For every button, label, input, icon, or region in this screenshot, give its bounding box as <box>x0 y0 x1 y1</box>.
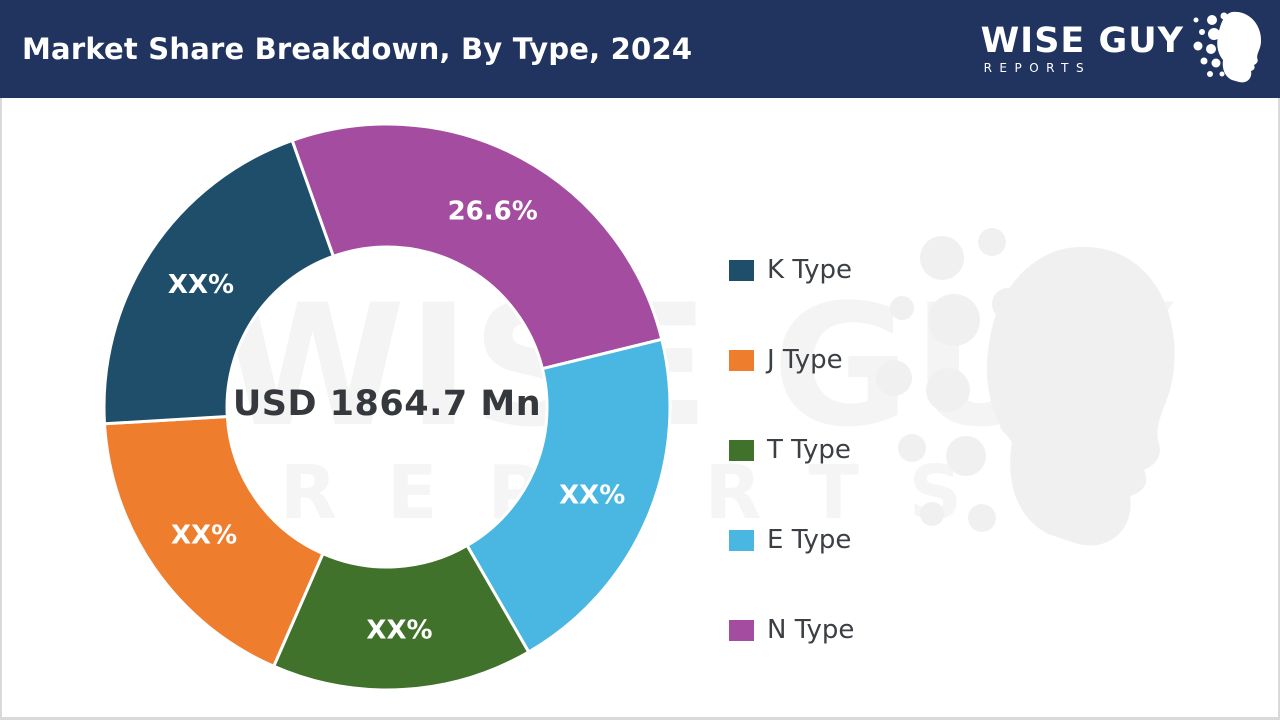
legend-swatch-t-type <box>729 439 754 461</box>
legend-swatch-k-type <box>729 259 754 281</box>
slice-value-label: XX% <box>559 480 625 510</box>
slice-value-label: 26.6% <box>448 197 538 227</box>
legend-label: E Type <box>767 525 852 555</box>
donut-chart: 26.6% XX% XX% XX% XX% <box>102 122 672 692</box>
wise-guy-logo: WISE GUY REPORTS <box>981 0 1266 98</box>
legend-item-t-type: T Type <box>729 435 854 465</box>
logo-name: WISE GUY <box>980 20 1184 61</box>
legend-item-n-type: N Type <box>729 615 855 645</box>
chart-area: WISE GUY REPORTS 26.6%XX%XX%XX%XX% USD 1… <box>0 98 1280 720</box>
header-bar: Market Share Breakdown, By Type, 2024 WI… <box>0 0 1280 98</box>
legend-swatch-n-type <box>729 619 754 641</box>
legend-label: J Type <box>767 345 843 375</box>
donut-slice-n-type <box>290 122 664 371</box>
legend-item-e-type: E Type <box>729 525 854 555</box>
slice-value-label: XX% <box>366 616 432 646</box>
logo-face-icon <box>1193 11 1262 83</box>
chart-center-value: USD 1864.7 Mn <box>232 384 542 424</box>
chart-legend: K Type J Type T Type E Type N Type <box>729 255 855 645</box>
legend-label: N Type <box>767 615 855 645</box>
legend-swatch-j-type <box>729 349 754 371</box>
logo-text: WISE GUY REPORTS <box>980 20 1184 76</box>
legend-label: T Type <box>767 435 851 465</box>
page-title: Market Share Breakdown, By Type, 2024 <box>22 32 693 66</box>
watermark-head-dots <box>876 228 1175 546</box>
donut-slice-e-type <box>465 337 672 654</box>
donut-slice-k-type <box>102 138 335 426</box>
legend-label: K Type <box>767 255 853 285</box>
donut-slice-j-type <box>103 415 325 668</box>
legend-item-k-type: K Type <box>729 255 854 285</box>
slice-value-label: XX% <box>168 270 234 300</box>
logo-subtitle: REPORTS <box>983 61 1092 76</box>
legend-item-j-type: J Type <box>729 345 854 375</box>
legend-swatch-e-type <box>729 529 754 551</box>
slice-value-label: XX% <box>171 521 237 551</box>
